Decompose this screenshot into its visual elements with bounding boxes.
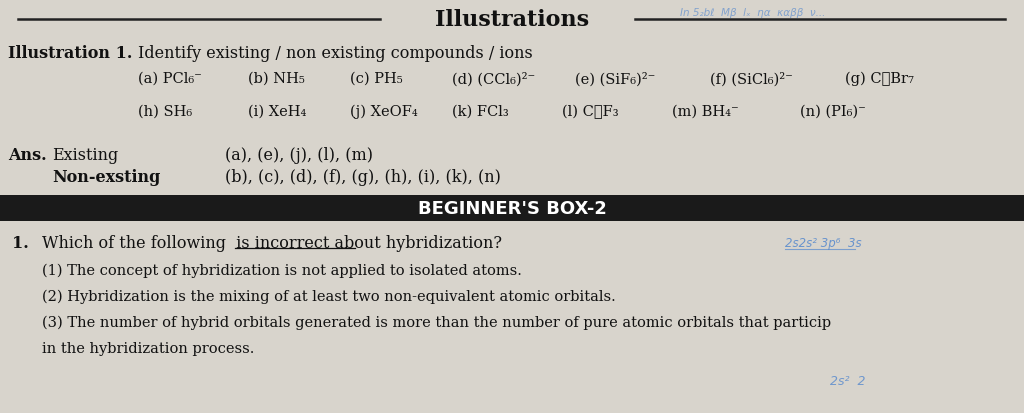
Text: In 5₂bℓ  Mβ  lₓ  ηα  καββ  ν...: In 5₂bℓ Mβ lₓ ηα καββ ν... <box>680 8 825 18</box>
Text: (m) BH₄⁻: (m) BH₄⁻ <box>672 105 738 119</box>
Text: BEGINNER'S BOX-2: BEGINNER'S BOX-2 <box>418 199 606 218</box>
Text: (b), (c), (d), (f), (g), (h), (i), (k), (n): (b), (c), (d), (f), (g), (h), (i), (k), … <box>225 169 501 185</box>
Text: (2) Hybridization is the mixing of at least two non-equivalent atomic orbitals.: (2) Hybridization is the mixing of at le… <box>42 289 615 304</box>
Text: (1) The concept of hybridization is not applied to isolated atoms.: (1) The concept of hybridization is not … <box>42 263 522 278</box>
Text: 2s²  2: 2s² 2 <box>830 374 865 387</box>
Text: (l) CℓF₃: (l) CℓF₃ <box>562 105 618 119</box>
Text: Existing: Existing <box>52 147 118 164</box>
Bar <box>0 195 1024 221</box>
Text: (a) PCl₆⁻: (a) PCl₆⁻ <box>138 72 202 86</box>
Text: 2s2s² 3p⁶  3s: 2s2s² 3p⁶ 3s <box>785 236 861 249</box>
Text: (i) XeH₄: (i) XeH₄ <box>248 105 306 119</box>
Text: (j) XeOF₄: (j) XeOF₄ <box>350 105 418 119</box>
Text: (f) (SiCl₆)²⁻: (f) (SiCl₆)²⁻ <box>710 72 793 86</box>
Text: (a), (e), (j), (l), (m): (a), (e), (j), (l), (m) <box>225 147 373 164</box>
Text: 1.: 1. <box>12 235 29 252</box>
Text: in the hybridization process.: in the hybridization process. <box>42 341 254 355</box>
Text: (d) (CCl₆)²⁻: (d) (CCl₆)²⁻ <box>452 72 536 86</box>
Text: Identify existing / non existing compounds / ions: Identify existing / non existing compoun… <box>138 45 532 62</box>
Text: Non-exsting: Non-exsting <box>52 169 161 185</box>
Text: (e) (SiF₆)²⁻: (e) (SiF₆)²⁻ <box>575 72 655 86</box>
Text: (3) The number of hybrid orbitals generated is more than the number of pure atom: (3) The number of hybrid orbitals genera… <box>42 315 831 330</box>
Text: (c) PH₅: (c) PH₅ <box>350 72 402 86</box>
Text: Ans.: Ans. <box>8 147 47 164</box>
Text: Illustrations: Illustrations <box>435 9 589 31</box>
Text: (k) FCl₃: (k) FCl₃ <box>452 105 509 119</box>
Text: (g) CℓBr₇: (g) CℓBr₇ <box>845 72 913 86</box>
Text: (h) SH₆: (h) SH₆ <box>138 105 193 119</box>
Text: (n) (PI₆)⁻: (n) (PI₆)⁻ <box>800 105 866 119</box>
Text: (b) NH₅: (b) NH₅ <box>248 72 305 86</box>
Text: Illustration 1.: Illustration 1. <box>8 45 132 62</box>
Text: Which of the following  is incorrect about hybridization?: Which of the following is incorrect abou… <box>42 235 502 252</box>
